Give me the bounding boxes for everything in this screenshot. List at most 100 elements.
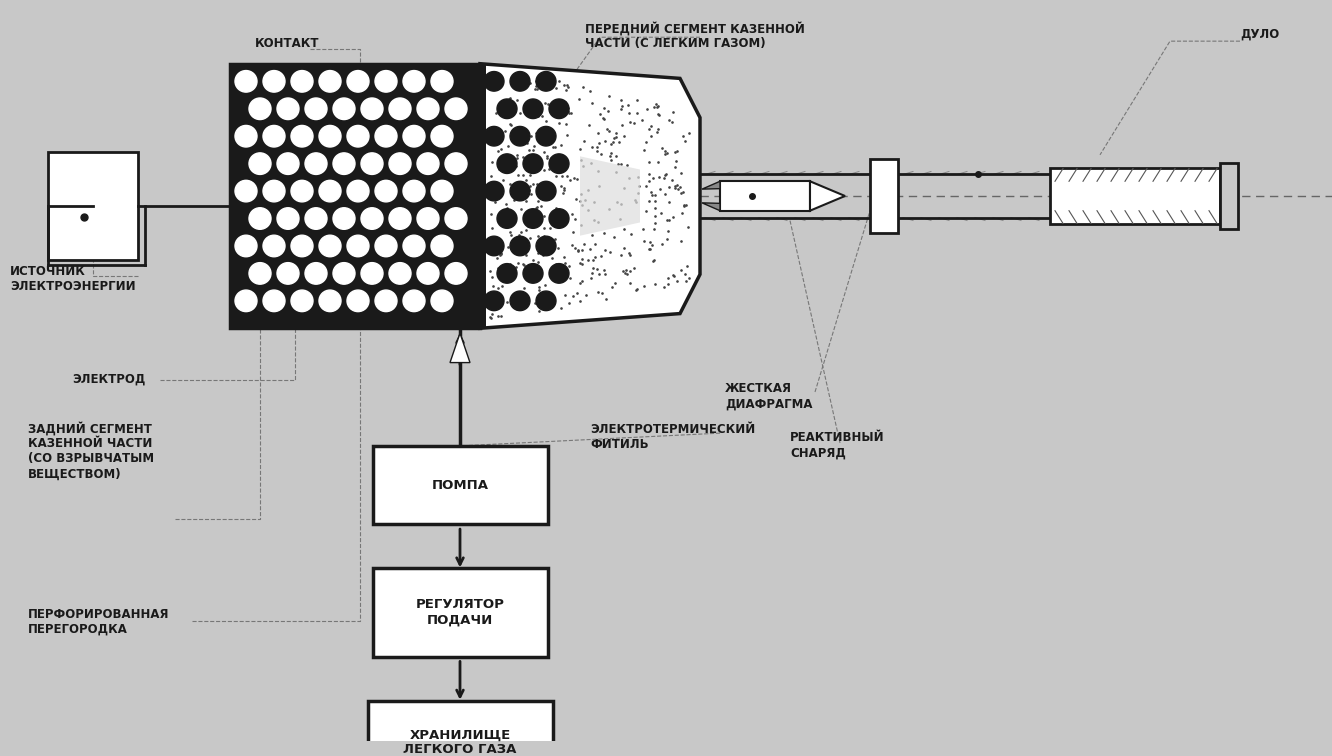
Circle shape (497, 99, 517, 119)
Circle shape (376, 70, 397, 92)
Circle shape (361, 208, 384, 229)
Text: ИСТОЧНИК
ЭЛЕКТРОЭНЕРГИИ: ИСТОЧНИК ЭЛЕКТРОЭНЕРГИИ (11, 265, 136, 293)
Bar (230, 64, 480, 328)
Bar (368, 701, 553, 756)
Circle shape (290, 70, 313, 92)
Circle shape (305, 262, 326, 284)
Circle shape (234, 290, 257, 311)
Circle shape (376, 290, 397, 311)
Text: ЗАДНИЙ СЕГМЕНТ
КАЗЕННОЙ ЧАСТИ
(СО ВЗРЫВЧАТЫМ
ВЕЩЕСТВОМ): ЗАДНИЙ СЕГМЕНТ КАЗЕННОЙ ЧАСТИ (СО ВЗРЫВЧ… (28, 421, 155, 480)
Circle shape (249, 262, 270, 284)
Circle shape (445, 208, 468, 229)
Text: РЕГУЛЯТОР
ПОДАЧИ: РЕГУЛЯТОР ПОДАЧИ (416, 599, 505, 627)
Text: ПОМПА: ПОМПА (432, 479, 489, 491)
Circle shape (510, 236, 530, 256)
Text: ЖЕСТКАЯ
ДИАФРАГМА: ЖЕСТКАЯ ДИАФРАГМА (725, 383, 813, 411)
Bar (721, 181, 810, 211)
Bar (48, 152, 139, 260)
Circle shape (404, 125, 425, 147)
Circle shape (318, 70, 341, 92)
Circle shape (234, 70, 257, 92)
Bar (373, 569, 547, 656)
Circle shape (549, 209, 569, 228)
Circle shape (348, 235, 369, 257)
Circle shape (404, 290, 425, 311)
Circle shape (318, 290, 341, 311)
Circle shape (510, 72, 530, 91)
Circle shape (290, 181, 313, 202)
Circle shape (445, 153, 468, 175)
Circle shape (277, 262, 298, 284)
Text: ХРАНИЛИЩЕ
ЛЕГКОГО ГАЗА: ХРАНИЛИЩЕ ЛЕГКОГО ГАЗА (404, 728, 517, 756)
Text: ЭЛЕКТРОД: ЭЛЕКТРОД (72, 373, 145, 386)
Circle shape (417, 153, 440, 175)
Circle shape (497, 209, 517, 228)
Circle shape (305, 153, 326, 175)
Circle shape (432, 125, 453, 147)
Circle shape (535, 126, 555, 146)
Circle shape (262, 70, 285, 92)
Circle shape (305, 98, 326, 119)
Circle shape (376, 235, 397, 257)
Circle shape (249, 153, 270, 175)
Circle shape (262, 235, 285, 257)
Circle shape (549, 154, 569, 173)
Circle shape (333, 98, 356, 119)
Polygon shape (450, 333, 470, 363)
Circle shape (445, 98, 468, 119)
Polygon shape (702, 181, 721, 189)
Circle shape (535, 72, 555, 91)
Circle shape (333, 208, 356, 229)
Circle shape (290, 235, 313, 257)
Circle shape (417, 98, 440, 119)
Bar (373, 446, 547, 524)
Circle shape (389, 153, 412, 175)
Circle shape (333, 262, 356, 284)
Polygon shape (702, 203, 721, 211)
Circle shape (234, 235, 257, 257)
Circle shape (361, 98, 384, 119)
Circle shape (348, 70, 369, 92)
Bar (474, 64, 486, 328)
Circle shape (523, 154, 543, 173)
Circle shape (389, 98, 412, 119)
Circle shape (523, 209, 543, 228)
Text: КОНТАКТ: КОНТАКТ (254, 37, 320, 50)
Polygon shape (480, 64, 701, 328)
Circle shape (432, 70, 453, 92)
Circle shape (535, 181, 555, 201)
Text: ДУЛО: ДУЛО (1240, 27, 1279, 40)
Circle shape (523, 264, 543, 284)
Circle shape (432, 235, 453, 257)
Circle shape (249, 208, 270, 229)
Circle shape (277, 153, 298, 175)
Circle shape (318, 235, 341, 257)
Circle shape (510, 181, 530, 201)
Circle shape (348, 181, 369, 202)
Circle shape (549, 99, 569, 119)
Circle shape (484, 291, 503, 311)
Circle shape (234, 181, 257, 202)
Circle shape (417, 208, 440, 229)
Circle shape (290, 125, 313, 147)
Text: ЭЛЕКТРОТЕРМИЧЕСКИЙ
ФИТИЛЬ: ЭЛЕКТРОТЕРМИЧЕСКИЙ ФИТИЛЬ (590, 423, 755, 451)
Bar (1060, 182, 1146, 209)
Circle shape (361, 262, 384, 284)
Circle shape (432, 290, 453, 311)
Circle shape (484, 181, 503, 201)
Circle shape (510, 126, 530, 146)
Circle shape (361, 153, 384, 175)
Circle shape (417, 262, 440, 284)
Circle shape (404, 235, 425, 257)
Circle shape (389, 208, 412, 229)
Circle shape (333, 153, 356, 175)
Circle shape (535, 291, 555, 311)
Circle shape (389, 262, 412, 284)
Circle shape (318, 181, 341, 202)
Circle shape (348, 125, 369, 147)
Circle shape (262, 181, 285, 202)
Circle shape (277, 98, 298, 119)
Bar (1050, 168, 1220, 225)
Circle shape (484, 126, 503, 146)
Circle shape (290, 290, 313, 311)
